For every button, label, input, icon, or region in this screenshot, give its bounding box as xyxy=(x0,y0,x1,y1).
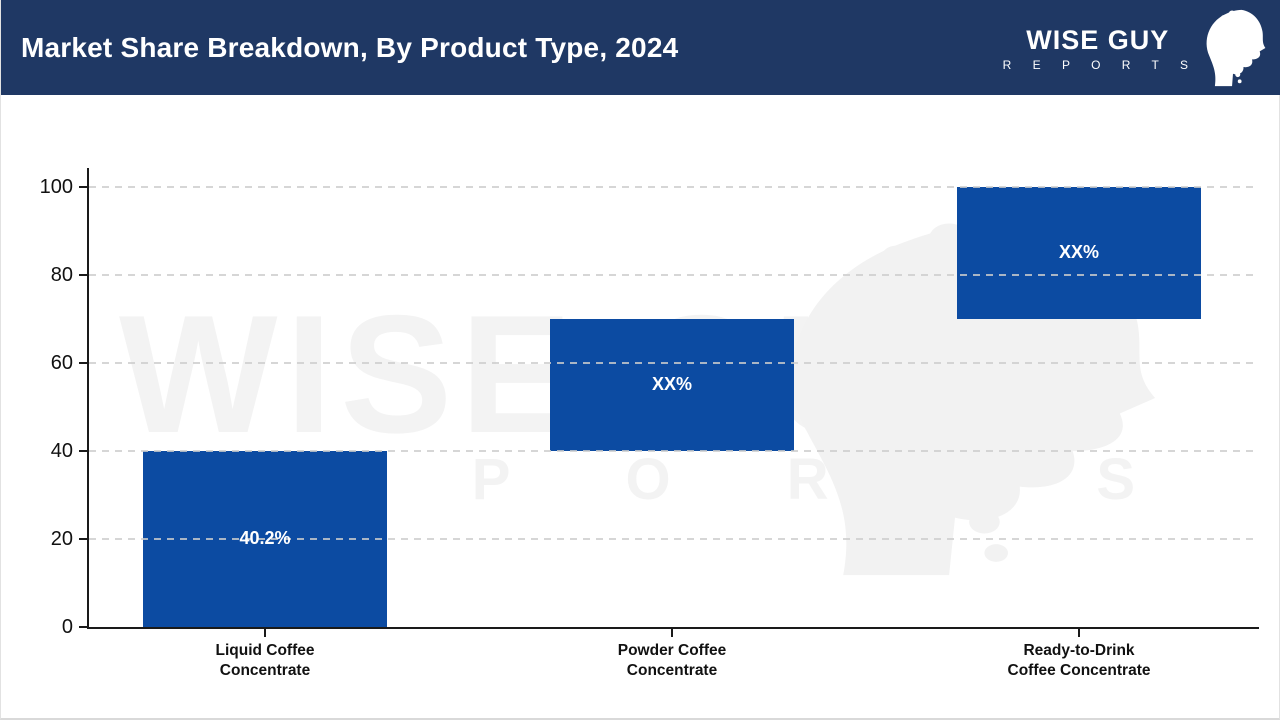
gridline xyxy=(89,274,1259,276)
x-axis-tick xyxy=(1078,629,1080,637)
x-category-label-line: Concentrate xyxy=(219,662,311,680)
y-axis-tick xyxy=(79,538,87,540)
y-axis-tick xyxy=(79,274,87,276)
y-tick-label: 0 xyxy=(61,616,73,638)
bar-powder-coffee-concentrate xyxy=(550,319,794,451)
y-tick-label: 60 xyxy=(50,352,73,374)
wiseguy-logo: WISE GUY R E P O R T S xyxy=(999,8,1267,88)
x-category-label-line: Ready-to-Drink xyxy=(1023,642,1135,659)
y-axis-tick xyxy=(79,626,87,628)
y-axis-line xyxy=(87,168,89,629)
gridline xyxy=(89,450,1259,452)
y-tick-label: 100 xyxy=(39,176,73,198)
y-axis-tick xyxy=(79,362,87,364)
y-tick-label: 20 xyxy=(50,528,73,550)
y-tick-label: 80 xyxy=(50,264,73,286)
x-axis-line xyxy=(87,627,1259,629)
x-category-label: Powder Coffee Concentrate xyxy=(522,641,822,682)
x-category-label-line: Concentrate xyxy=(626,662,718,680)
wiseguy-logo-subtitle: R E P O R T S xyxy=(1002,58,1197,72)
x-axis-tick xyxy=(264,629,266,637)
bar-value-label: XX% xyxy=(1058,242,1100,262)
header-bar: Market Share Breakdown, By Product Type,… xyxy=(1,0,1280,95)
y-tick-label: 40 xyxy=(50,440,73,462)
wiseguy-face-icon xyxy=(1206,9,1266,86)
wiseguy-logo-text: WISE GUY R E P O R T S xyxy=(999,25,1197,73)
wiseguy-logo-wordmark: WISE GUY xyxy=(1026,25,1170,55)
gridline xyxy=(89,538,1259,540)
gridline xyxy=(89,362,1259,364)
y-axis-tick xyxy=(79,186,87,188)
bar-value-label: XX% xyxy=(651,374,693,394)
chart-title: Market Share Breakdown, By Product Type,… xyxy=(21,31,679,63)
bar-value-label: 40.2% xyxy=(239,528,291,548)
x-category-label: Ready-to-Drink Coffee Concentrate xyxy=(929,641,1229,682)
y-axis-tick xyxy=(79,450,87,452)
x-category-label-line: Coffee Concentrate xyxy=(1007,662,1151,680)
gridline xyxy=(89,186,1259,188)
x-category-label-line: Liquid Coffee xyxy=(215,642,315,659)
x-axis-tick xyxy=(671,629,673,637)
x-category-label: Liquid Coffee Concentrate xyxy=(115,641,415,682)
x-category-label-line: Powder Coffee xyxy=(617,642,727,659)
